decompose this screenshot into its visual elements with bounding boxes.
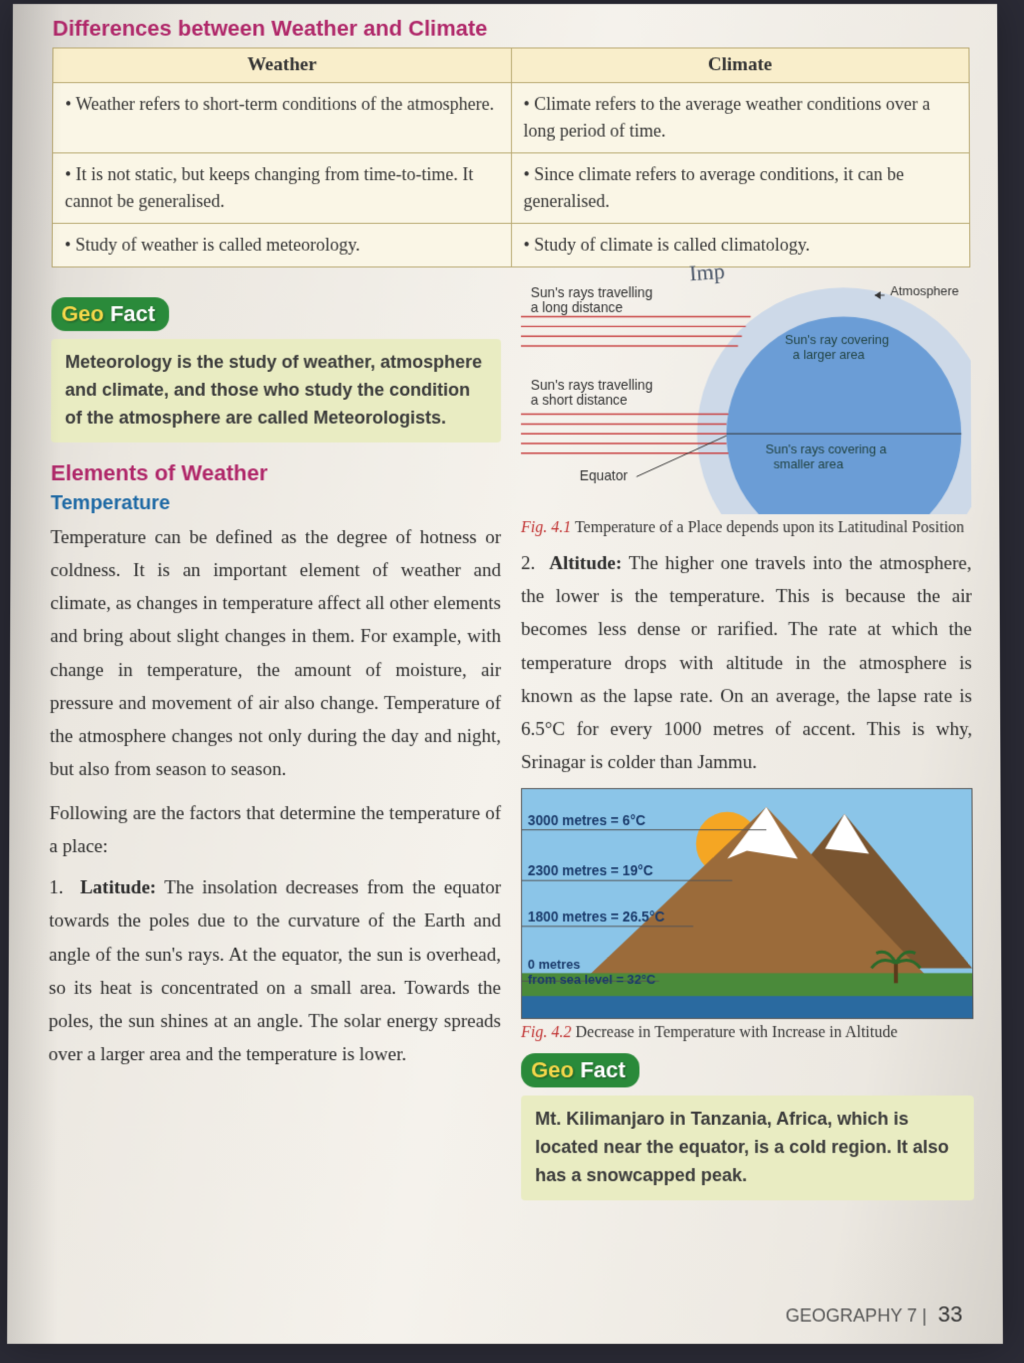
table-cell: • Climate refers to the average weather …	[511, 83, 969, 153]
svg-text:a long distance: a long distance	[531, 300, 623, 315]
latitude-label: Latitude:	[80, 878, 156, 899]
label-atmosphere: Atmosphere	[890, 284, 958, 298]
elements-heading: Elements of Weather	[51, 460, 501, 486]
level-label: 0 metres	[528, 957, 580, 972]
fig-caption-text: Decrease in Temperature with Increase in…	[571, 1024, 897, 1041]
altitude-body: The higher one travels into the atmosphe…	[521, 553, 972, 773]
table-row: • It is not static, but keeps changing f…	[52, 153, 969, 223]
level-label: 2300 metres = 19°C	[528, 863, 653, 878]
geo-label: Geo	[61, 301, 104, 326]
label-larger-area: Sun's ray covering	[785, 333, 889, 347]
altitude-paragraph: 2. Altitude: The higher one travels into…	[521, 547, 972, 780]
label-equator: Equator	[580, 469, 628, 484]
weather-climate-table: Weather Climate • Weather refers to shor…	[52, 47, 971, 267]
svg-text:from sea level = 32°C: from sea level = 32°C	[528, 971, 656, 986]
geo-fact-box: Mt. Kilimanjaro in Tanzania, Africa, whi…	[521, 1096, 974, 1201]
table-row: • Weather refers to short-term condition…	[53, 83, 970, 153]
factors-intro: Following are the factors that determine…	[49, 797, 501, 864]
page-footer: GEOGRAPHY 7 | 33	[786, 1301, 963, 1327]
rays-short	[521, 414, 728, 453]
latitude-paragraph: 1. Latitude: The insolation decreases fr…	[48, 871, 501, 1072]
fig-number: Fig. 4.1	[521, 519, 571, 536]
table-cell: • Study of weather is called meteorology…	[52, 223, 511, 267]
subject-label: GEOGRAPHY 7	[786, 1305, 918, 1325]
rays-long	[521, 317, 751, 346]
table-row: • Study of weather is called meteorology…	[52, 223, 970, 267]
fact-label: Fact	[580, 1058, 625, 1083]
geo-fact-box: Meteorology is the study of weather, atm…	[51, 339, 501, 442]
mountain-altitude-svg: 3000 metres = 6°C 2300 metres = 19°C 180…	[522, 789, 972, 1018]
table-cell: • Since climate refers to average condit…	[511, 153, 970, 223]
label-short-distance: Sun's rays travelling	[531, 378, 653, 393]
fact-label: Fact	[110, 301, 155, 326]
table-cell: • Study of climate is called climatology…	[511, 223, 970, 267]
fig-caption-text: Temperature of a Place depends upon its …	[571, 519, 964, 536]
fig-number: Fig. 4.2	[521, 1024, 571, 1041]
temperature-definition: Temperature can be defined as the degree…	[50, 521, 501, 787]
table-header-climate: Climate	[511, 48, 969, 83]
handwritten-note: Imp	[688, 258, 725, 286]
section-title: Differences between Weather and Climate	[52, 16, 969, 42]
label-long-distance: Sun's rays travelling	[531, 285, 653, 300]
right-column: Sun's rays travelling a long distance Su…	[521, 275, 974, 1200]
svg-text:a short distance: a short distance	[531, 392, 628, 407]
figure-4-2-diagram: 3000 metres = 6°C 2300 metres = 19°C 180…	[521, 788, 973, 1019]
altitude-label: Altitude:	[549, 553, 622, 574]
latitude-body: The insolation decreases from the equato…	[48, 878, 501, 1066]
textbook-page: Differences between Weather and Climate …	[7, 4, 1003, 1344]
level-label: 1800 metres = 26.5°C	[528, 909, 665, 924]
page-number: 33	[938, 1301, 963, 1326]
figure-4-1-diagram: Sun's rays travelling a long distance Su…	[521, 275, 971, 514]
svg-text:a larger area: a larger area	[793, 348, 866, 362]
temperature-heading: Temperature	[51, 492, 501, 515]
table-cell: • It is not static, but keeps changing f…	[52, 153, 511, 223]
geo-fact-badge: Geo Fact	[51, 297, 169, 331]
left-column: Geo Fact Meteorology is the study of wea…	[48, 275, 501, 1200]
earth-insolation-svg: Sun's rays travelling a long distance Su…	[521, 275, 971, 514]
figure-4-2-caption: Fig. 4.2 Decrease in Temperature with In…	[521, 1023, 973, 1044]
svg-text:smaller area: smaller area	[773, 457, 844, 471]
geo-fact-badge: Geo Fact	[521, 1054, 640, 1088]
table-cell: • Weather refers to short-term condition…	[53, 83, 511, 153]
label-smaller-area: Sun's rays covering a	[766, 442, 888, 456]
geo-label: Geo	[531, 1058, 574, 1083]
table-header-weather: Weather	[53, 48, 511, 83]
two-column-layout: Geo Fact Meteorology is the study of wea…	[48, 275, 974, 1200]
water	[522, 996, 972, 1018]
figure-4-1-caption: Fig. 4.1 Temperature of a Place depends …	[521, 518, 971, 539]
level-label: 3000 metres = 6°C	[528, 812, 646, 827]
